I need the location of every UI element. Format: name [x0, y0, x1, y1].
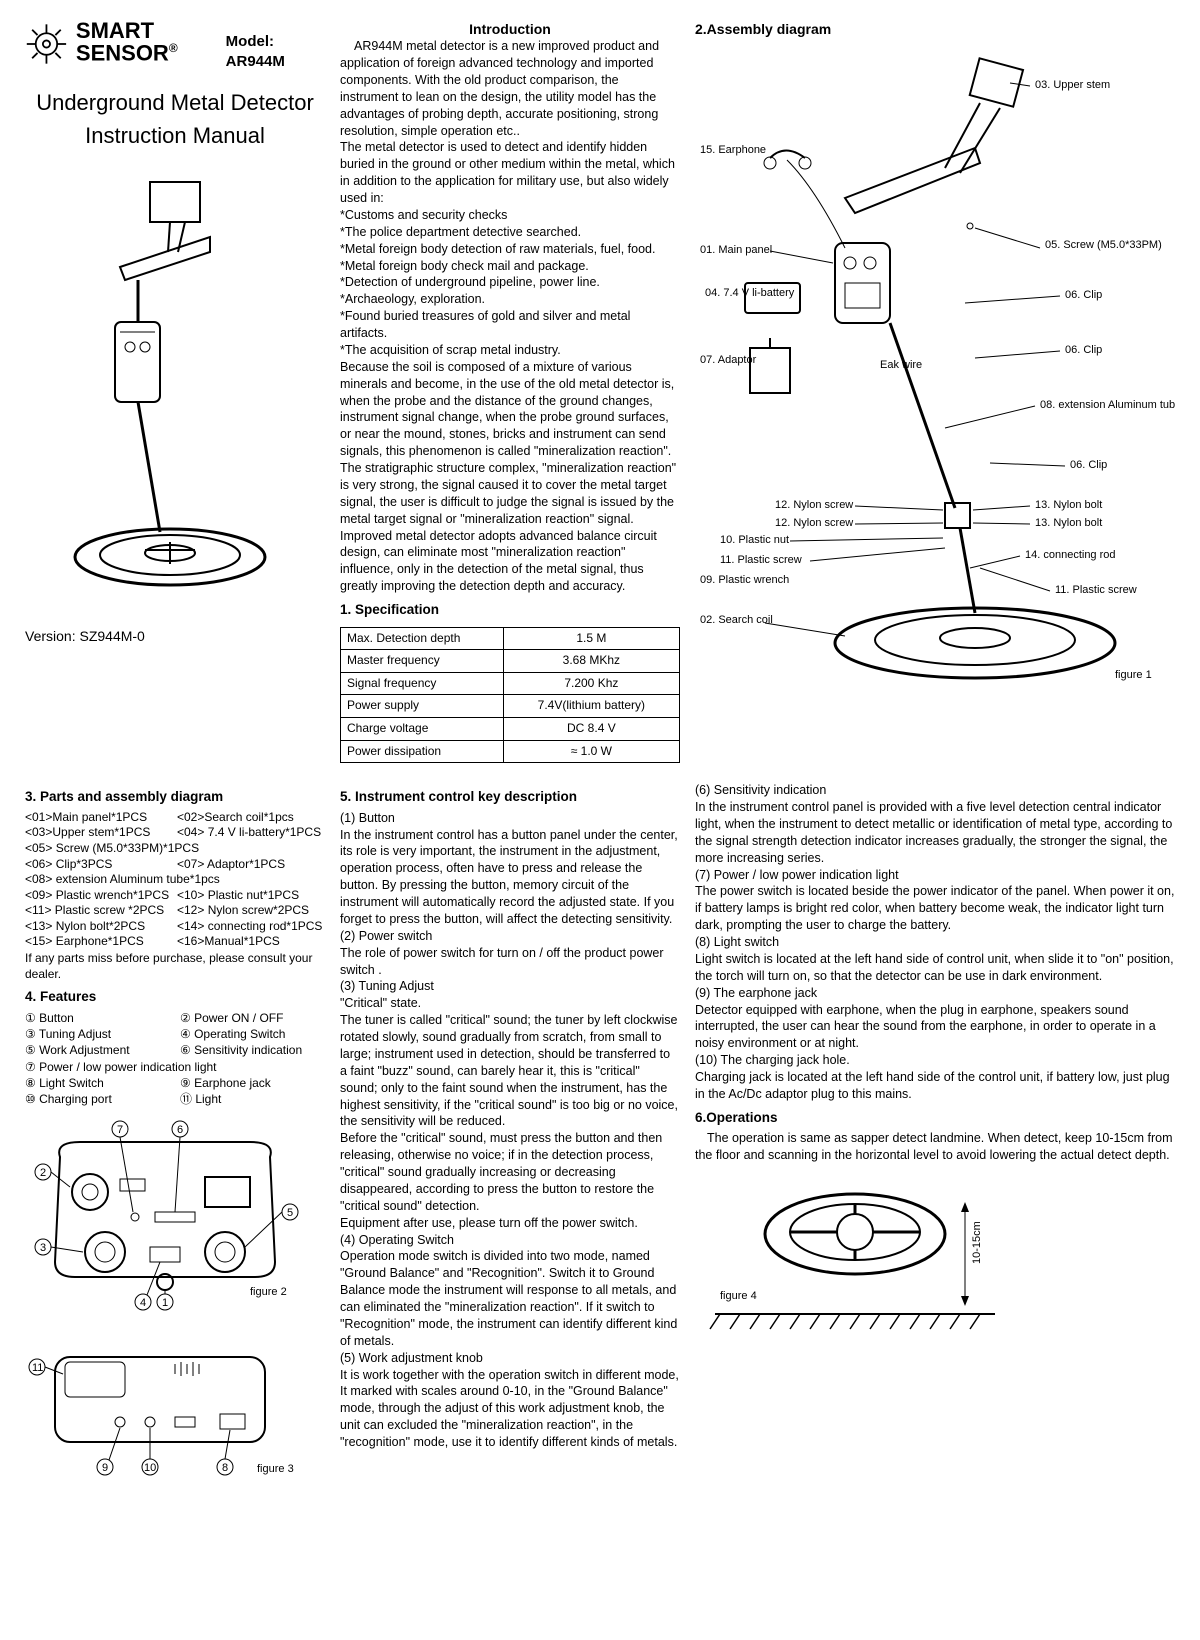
sec10h: (10) The charging jack hole. [695, 1052, 1175, 1069]
svg-text:figure 2: figure 2 [250, 1286, 287, 1298]
svg-text:12. Nylon screw: 12. Nylon screw [775, 517, 853, 529]
sec7: The power switch is located beside the p… [695, 883, 1175, 934]
sec5-2: The role of power switch for turn on / o… [340, 945, 680, 979]
features-list: ① Button② Power ON / OFF ③ Tuning Adjust… [25, 1010, 325, 1107]
ops-heading: 6.Operations [695, 1109, 1175, 1127]
version-value: SZ944M-0 [79, 628, 144, 644]
svg-text:03. Upper stem: 03. Upper stem [1035, 79, 1110, 91]
parts-heading: 3. Parts and assembly diagram [25, 788, 325, 806]
product-illustration [25, 172, 325, 597]
model-value: AR944M [226, 53, 285, 70]
intro-para1: AR944M metal detector is a new improved … [340, 38, 680, 139]
parts-note: If any parts miss before purchase, pleas… [25, 950, 325, 982]
svg-text:figure 3: figure 3 [257, 1463, 294, 1475]
svg-text:7: 7 [117, 1124, 123, 1136]
intro-bullets: *Customs and security checks *The police… [340, 207, 680, 359]
svg-text:figure 4: figure 4 [720, 1290, 757, 1302]
ssec5-5h: (5) Work adjustment knob [340, 1350, 680, 1367]
sec7h: (7) Power / low power indication light [695, 867, 1175, 884]
spec-table: Max. Detection depth1.5 M Master frequen… [340, 627, 680, 764]
sec10: Charging jack is located at the left han… [695, 1069, 1175, 1103]
control-panel-figure: .sm{font-size:10px;font-family:Arial;} [25, 1117, 325, 1322]
svg-text:07. Adaptor: 07. Adaptor [700, 354, 757, 366]
svg-text:06. Clip: 06. Clip [1070, 459, 1107, 471]
brand-logo: SMART SENSOR® Model: AR944M [25, 20, 325, 71]
brand-sub: SENSOR [76, 40, 169, 65]
assembly-heading: 2.Assembly diagram [695, 20, 1175, 38]
sec8: Light switch is located at the left hand… [695, 951, 1175, 985]
sec9h: (9) The earphone jack [695, 985, 1175, 1002]
assembly-diagram: .lbl{font-size:11px;font-family:Arial;} … [695, 48, 1175, 693]
svg-text:3: 3 [40, 1242, 46, 1254]
sec5-4: Operation mode switch is divided into tw… [340, 1248, 680, 1349]
svg-text:1: 1 [162, 1297, 168, 1309]
sec5-1: In the instrument control has a button p… [340, 827, 680, 928]
svg-text:10. Plastic nut: 10. Plastic nut [720, 534, 789, 546]
svg-text:04. 7.4 V li-battery: 04. 7.4 V li-battery [705, 287, 795, 299]
sec5-3h: (3) Tuning Adjust [340, 978, 680, 995]
svg-text:06. Clip: 06. Clip [1065, 344, 1102, 356]
svg-text:4: 4 [140, 1297, 146, 1309]
svg-text:12. Nylon screw: 12. Nylon screw [775, 499, 853, 511]
svg-text:13. Nylon bolt: 13. Nylon bolt [1035, 517, 1102, 529]
svg-text:Eak wire: Eak wire [880, 359, 922, 371]
page-title-2: Instruction Manual [25, 122, 325, 151]
sec6h: (6) Sensitivity indication [695, 782, 1175, 799]
intro-para3: Because the soil is composed of a mixtur… [340, 359, 680, 460]
svg-text:9: 9 [102, 1462, 108, 1474]
intro-heading: Introduction [340, 20, 680, 38]
sec5-5: It is work together with the operation s… [340, 1367, 680, 1451]
version-label: Version: [25, 628, 76, 644]
svg-text:06. Clip: 06. Clip [1065, 289, 1102, 301]
ops-body: The operation is same as sapper detect l… [695, 1130, 1175, 1164]
svg-text:05. Screw (M5.0*33PM): 05. Screw (M5.0*33PM) [1045, 239, 1162, 251]
svg-text:14. connecting rod: 14. connecting rod [1025, 549, 1116, 561]
svg-text:01. Main panel: 01. Main panel [700, 244, 772, 256]
spec-heading: 1. Specification [340, 601, 680, 619]
svg-text:10: 10 [144, 1462, 156, 1474]
sec6: In the instrument control panel is provi… [695, 799, 1175, 867]
model-label: Model: [226, 33, 274, 50]
svg-text:11. Plastic screw: 11. Plastic screw [1055, 584, 1137, 596]
svg-text:6: 6 [177, 1124, 183, 1136]
sec5-heading: 5. Instrument control key description [340, 788, 680, 806]
svg-text:11. Plastic screw: 11. Plastic screw [720, 554, 802, 566]
svg-text:02. Search coil: 02. Search coil [700, 614, 773, 626]
crosshair-icon [25, 20, 68, 68]
side-view-figure: .sm{font-size:10px;font-family:Arial;} 1… [25, 1332, 325, 1487]
page-title-1: Underground Metal Detector [25, 89, 325, 118]
sec8h: (8) Light switch [695, 934, 1175, 951]
features-heading: 4. Features [25, 988, 325, 1006]
sec5-2h: (2) Power switch [340, 928, 680, 945]
svg-text:08. extension Aluminum tube: 08. extension Aluminum tube [1040, 399, 1175, 411]
parts-list: <01>Main panel*1PCS<02>Search coil*1pcs … [25, 810, 325, 950]
sec5-3d: Equipment after use, please turn off the… [340, 1215, 680, 1232]
svg-text:5: 5 [287, 1207, 293, 1219]
svg-text:15. Earphone: 15. Earphone [700, 144, 766, 156]
intro-para2: The metal detector is used to detect and… [340, 139, 680, 207]
svg-text:figure 1: figure 1 [1115, 669, 1152, 681]
sec5-1h: (1) Button [340, 810, 680, 827]
svg-text:13. Nylon bolt: 13. Nylon bolt [1035, 499, 1102, 511]
brand-reg: ® [169, 41, 178, 55]
svg-text:10-15cm: 10-15cm [971, 1221, 983, 1264]
svg-text:09. Plastic wrench: 09. Plastic wrench [700, 574, 789, 586]
svg-text:8: 8 [222, 1462, 228, 1474]
brand-name: SMART [76, 18, 154, 43]
svg-text:2: 2 [40, 1167, 46, 1179]
sec9: Detector equipped with earphone, when th… [695, 1002, 1175, 1053]
sec5-3a: "Critical" state. [340, 995, 680, 1012]
sec5-3c: Before the "critical" sound, must press … [340, 1130, 680, 1214]
sec5-4h: (4) Operating Switch [340, 1232, 680, 1249]
svg-text:11: 11 [32, 1362, 43, 1374]
intro-para4: The stratigraphic structure complex, "mi… [340, 460, 680, 595]
operation-figure: .sm{font-size:11px;font-family:Arial;} 1… [695, 1174, 1175, 1359]
sec5-3b: The tuner is called "critical" sound; th… [340, 1012, 680, 1130]
